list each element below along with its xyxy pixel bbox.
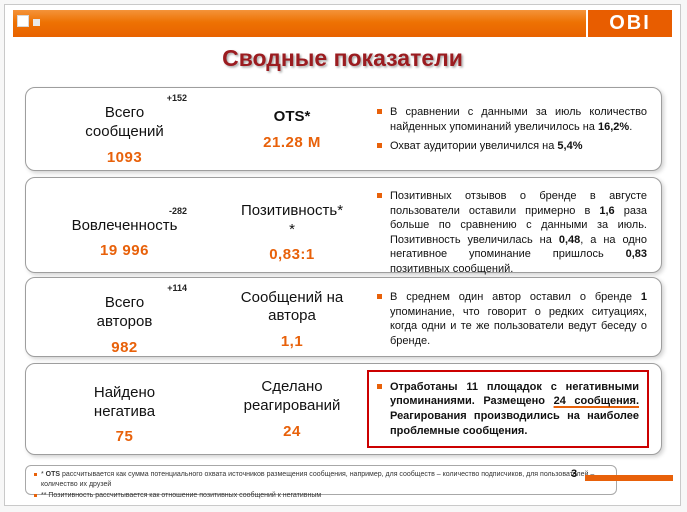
- metric-reactions-made: Сделано реагирований 24: [217, 378, 367, 440]
- obi-logo: OBI: [586, 10, 672, 37]
- metric-label: Позитивность* *: [240, 201, 344, 238]
- metric-card-engagement: -282 Вовлеченность 19 996 Позитивность* …: [25, 177, 662, 275]
- bullet-item: В сравнении с данными за июль количество…: [377, 105, 647, 134]
- bullet-text: Позитивных отзывов о бренде в августе по…: [390, 190, 647, 275]
- slide: OBI Сводные показатели +152 Всего сообще…: [4, 4, 681, 506]
- bullet-text: Охват аудитории увеличился на 5,4%: [390, 139, 583, 152]
- bullet-item: Охват аудитории увеличился на 5,4%: [377, 139, 647, 154]
- bullet-text: В сравнении с данными за июль количество…: [390, 106, 647, 133]
- bullet-square-icon: [34, 473, 37, 476]
- metric-value: 0,83:1: [269, 246, 315, 264]
- bullet-square-icon: [377, 294, 382, 300]
- metric-ots: OTS* 21.28 М: [217, 108, 367, 151]
- metric-negative-found: Найдено негатива 75: [32, 373, 217, 446]
- bullet-item: Позитивных отзывов о бренде в августе по…: [377, 189, 647, 276]
- footnote: ** Позитивность рассчитывается как отнош…: [34, 491, 608, 501]
- summary-text-block: В среднем один автор оставил о бренде 1 …: [367, 284, 651, 354]
- metric-delta: +114: [167, 283, 187, 293]
- metric-card-negative: Найдено негатива 75 Сделано реагирований…: [25, 363, 662, 455]
- bullet-text: В среднем один автор оставил о бренде 1 …: [390, 291, 647, 347]
- bullet-square-icon: [377, 142, 382, 148]
- bullet-square-icon: [377, 193, 382, 198]
- highlighted-summary-block: Отработаны 11 площадок с негативными упо…: [367, 369, 649, 449]
- metric-label: Всего сообщений: [85, 104, 164, 140]
- bullet-square-icon: [377, 109, 382, 115]
- metric-card-messages: +152 Всего сообщений 1093 OTS* 21.28 М В…: [25, 87, 662, 171]
- decor-square-icon: [33, 19, 40, 26]
- metric-label: OTS*: [273, 107, 311, 125]
- page-title: Сводные показатели: [222, 45, 463, 71]
- metric-messages-per-author: Сообщений на автора 1,1: [217, 289, 367, 351]
- metric-total-authors: +114 Всего авторов 982: [32, 283, 217, 356]
- metric-label: Вовлеченность: [71, 216, 178, 234]
- metric-label: Сообщений на автора: [240, 288, 344, 325]
- metric-label: Всего авторов: [96, 294, 153, 330]
- metric-value: 75: [115, 428, 134, 446]
- metric-value: 21.28 М: [263, 133, 321, 151]
- bullet-square-icon: [34, 494, 37, 498]
- metric-value: 1093: [106, 148, 143, 166]
- metric-engagement: -282 Вовлеченность 19 996: [32, 206, 217, 260]
- metric-total-messages: +152 Всего сообщений 1093: [32, 93, 217, 166]
- metric-card-authors: +114 Всего авторов 982 Сообщений на авто…: [25, 277, 662, 357]
- metric-delta: [32, 373, 217, 384]
- page-number: 3: [571, 468, 578, 480]
- metric-delta: -282: [168, 205, 187, 216]
- decor-square-icon: [17, 15, 29, 27]
- bullet-item: Отработаны 11 площадок с негативными упо…: [377, 380, 639, 438]
- metric-value: 1,1: [280, 333, 304, 350]
- metric-positivity: Позитивность* * 0,83:1: [217, 202, 367, 264]
- footnotes-box: * OTS рассчитывается как сумма потенциал…: [25, 465, 617, 499]
- footnote: * OTS рассчитывается как сумма потенциал…: [34, 470, 608, 490]
- bullet-square-icon: [377, 383, 382, 389]
- metric-value: 24: [283, 422, 301, 440]
- metric-value: 19 996: [100, 242, 149, 260]
- footer-accent-bar: [585, 475, 673, 481]
- metric-delta: +152: [166, 93, 187, 103]
- metric-label: Найдено негатива: [93, 383, 156, 420]
- bullet-text: Отработаны 11 площадок с негативными упо…: [390, 380, 640, 437]
- summary-text-block: Позитивных отзывов о бренде в августе по…: [367, 183, 651, 282]
- metric-label: Сделано реагирований: [243, 378, 341, 414]
- footnote-text: ** Позитивность рассчитывается как отнош…: [41, 492, 322, 500]
- metric-value: 982: [111, 338, 138, 356]
- bullet-item: В среднем один автор оставил о бренде 1 …: [377, 290, 647, 348]
- header-bar: OBI: [13, 10, 672, 37]
- summary-text-block: В сравнении с данными за июль количество…: [367, 99, 651, 159]
- footnote-text: * OTS рассчитывается как сумма потенциал…: [41, 471, 595, 489]
